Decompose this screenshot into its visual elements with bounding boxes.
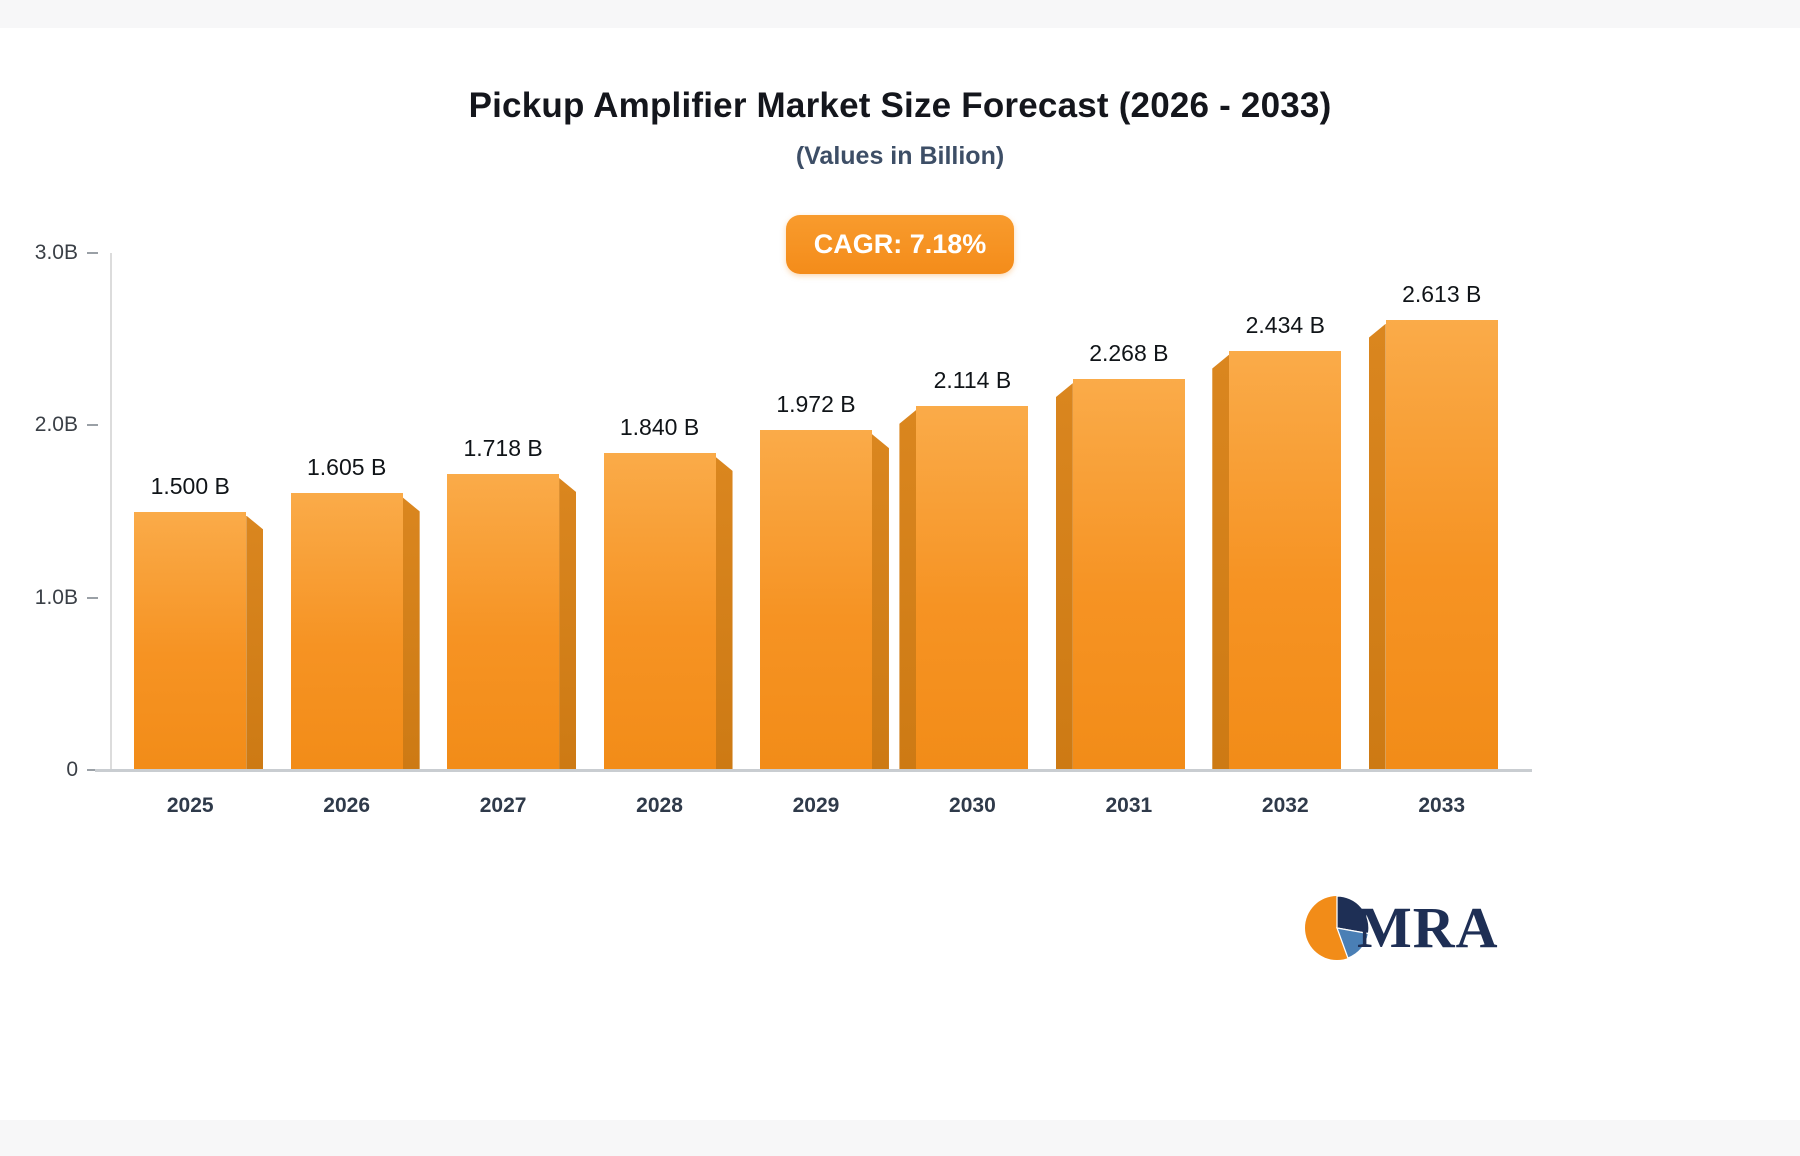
- bar-2028: [603, 452, 733, 770]
- y-axis-tick: 0: [8, 758, 98, 782]
- logo-text: MRA: [1357, 895, 1499, 960]
- y-axis-tick-mark: [87, 769, 98, 771]
- bar-side-shade: [871, 434, 889, 770]
- bar-column: 2.268 B: [1055, 253, 1185, 770]
- bar-2030: [899, 405, 1029, 770]
- bar-column: 2.114 B: [899, 253, 1029, 770]
- bar-group: 1.718 B 2027: [425, 253, 581, 817]
- bar-value-label: 1.605 B: [307, 454, 387, 481]
- y-axis-tick: 2.0B: [8, 413, 98, 437]
- logo-pie-icon: [1305, 895, 1369, 960]
- bar-column: 2.613 B: [1368, 253, 1498, 770]
- bar-side-shade: [402, 497, 420, 770]
- y-axis-tick: 1.0B: [8, 586, 98, 610]
- bar-value-label: 2.434 B: [1245, 311, 1325, 338]
- x-axis-label: 2032: [1261, 794, 1309, 817]
- bar-2033: [1368, 319, 1498, 770]
- y-axis-label: 2.0B: [34, 413, 78, 437]
- y-axis-label: 1.0B: [34, 585, 78, 609]
- bar-value-label: 2.613 B: [1402, 280, 1482, 307]
- x-axis-label: 2028: [636, 794, 683, 817]
- bar-2026: [290, 493, 420, 770]
- chart-card: Pickup Amplifier Market Size Forecast (2…: [0, 28, 1800, 1120]
- y-axis-tick: 3.0B: [8, 241, 98, 265]
- bar-side-shade: [1212, 354, 1230, 770]
- x-axis-label: 2031: [1105, 794, 1153, 817]
- bar-value-label: 1.840 B: [619, 413, 700, 440]
- bar-side-shade: [899, 409, 917, 770]
- y-axis-label: 0: [66, 758, 78, 781]
- bar-2027: [447, 473, 577, 770]
- bar-side-shade: [246, 515, 264, 770]
- bar-group: 2.268 B 2031: [1051, 253, 1207, 817]
- chart-subtitle: (Values in Billion): [795, 142, 1005, 170]
- bar-value-label: 2.268 B: [1089, 340, 1169, 367]
- bar-column: 1.840 B: [603, 253, 733, 770]
- y-axis-tick-mark: [87, 252, 98, 254]
- bar-group: 1.500 B 2025: [112, 253, 268, 817]
- x-axis-label: 2030: [949, 794, 996, 817]
- bar-column: 2.434 B: [1212, 253, 1342, 770]
- bar-group: 2.434 B 2032: [1207, 253, 1363, 817]
- bar-value-label: 1.972 B: [776, 391, 856, 418]
- bar-2029: [759, 430, 889, 770]
- x-axis-label: 2025: [166, 794, 214, 817]
- brand-logo: MRA: [1305, 894, 1499, 961]
- bar-2025: [134, 511, 264, 770]
- bar-value-label: 1.500 B: [150, 472, 230, 499]
- plot-area: 1.500 B 2025 1.605 B 2026 1.718 B 2027 1.840 B…: [35, 241, 1532, 817]
- bar-side-shade: [1055, 383, 1073, 770]
- x-axis-label: 2029: [792, 794, 840, 817]
- bar-side-shade: [1368, 323, 1386, 770]
- x-axis-label: 2033: [1418, 794, 1466, 817]
- bar-group: 2.613 B 2033: [1364, 253, 1520, 817]
- bar-group: 1.840 B 2028: [581, 253, 737, 817]
- bar-column: 1.605 B: [290, 253, 420, 770]
- y-axis-label: 3.0B: [34, 241, 78, 264]
- y-axis-tick-mark: [87, 596, 98, 599]
- x-axis-label: 2027: [479, 794, 527, 817]
- bar-column: 1.500 B: [134, 253, 264, 770]
- x-axis-label: 2026: [323, 794, 371, 817]
- bar-2032: [1212, 350, 1342, 770]
- bar-value-label: 1.718 B: [463, 434, 543, 461]
- bar-group: 1.605 B 2026: [268, 253, 424, 817]
- bars-container: 1.500 B 2025 1.605 B 2026 1.718 B 2027 1.840 B…: [112, 253, 1520, 817]
- y-axis-tick-mark: [87, 424, 98, 427]
- cagr-badge: CAGR: 7.18%: [785, 215, 1015, 274]
- chart-title: Pickup Amplifier Market Size Forecast (2…: [468, 86, 1332, 125]
- bar-value-label: 2.114 B: [933, 366, 1012, 393]
- bar-column: 1.972 B: [759, 253, 889, 770]
- bar-2031: [1055, 379, 1185, 770]
- bar-group: 1.972 B 2029: [738, 253, 894, 817]
- bar-group: 2.114 B 2030: [894, 253, 1050, 817]
- bar-side-shade: [559, 477, 577, 770]
- bar-side-shade: [715, 456, 733, 770]
- bar-column: 1.718 B: [447, 253, 577, 770]
